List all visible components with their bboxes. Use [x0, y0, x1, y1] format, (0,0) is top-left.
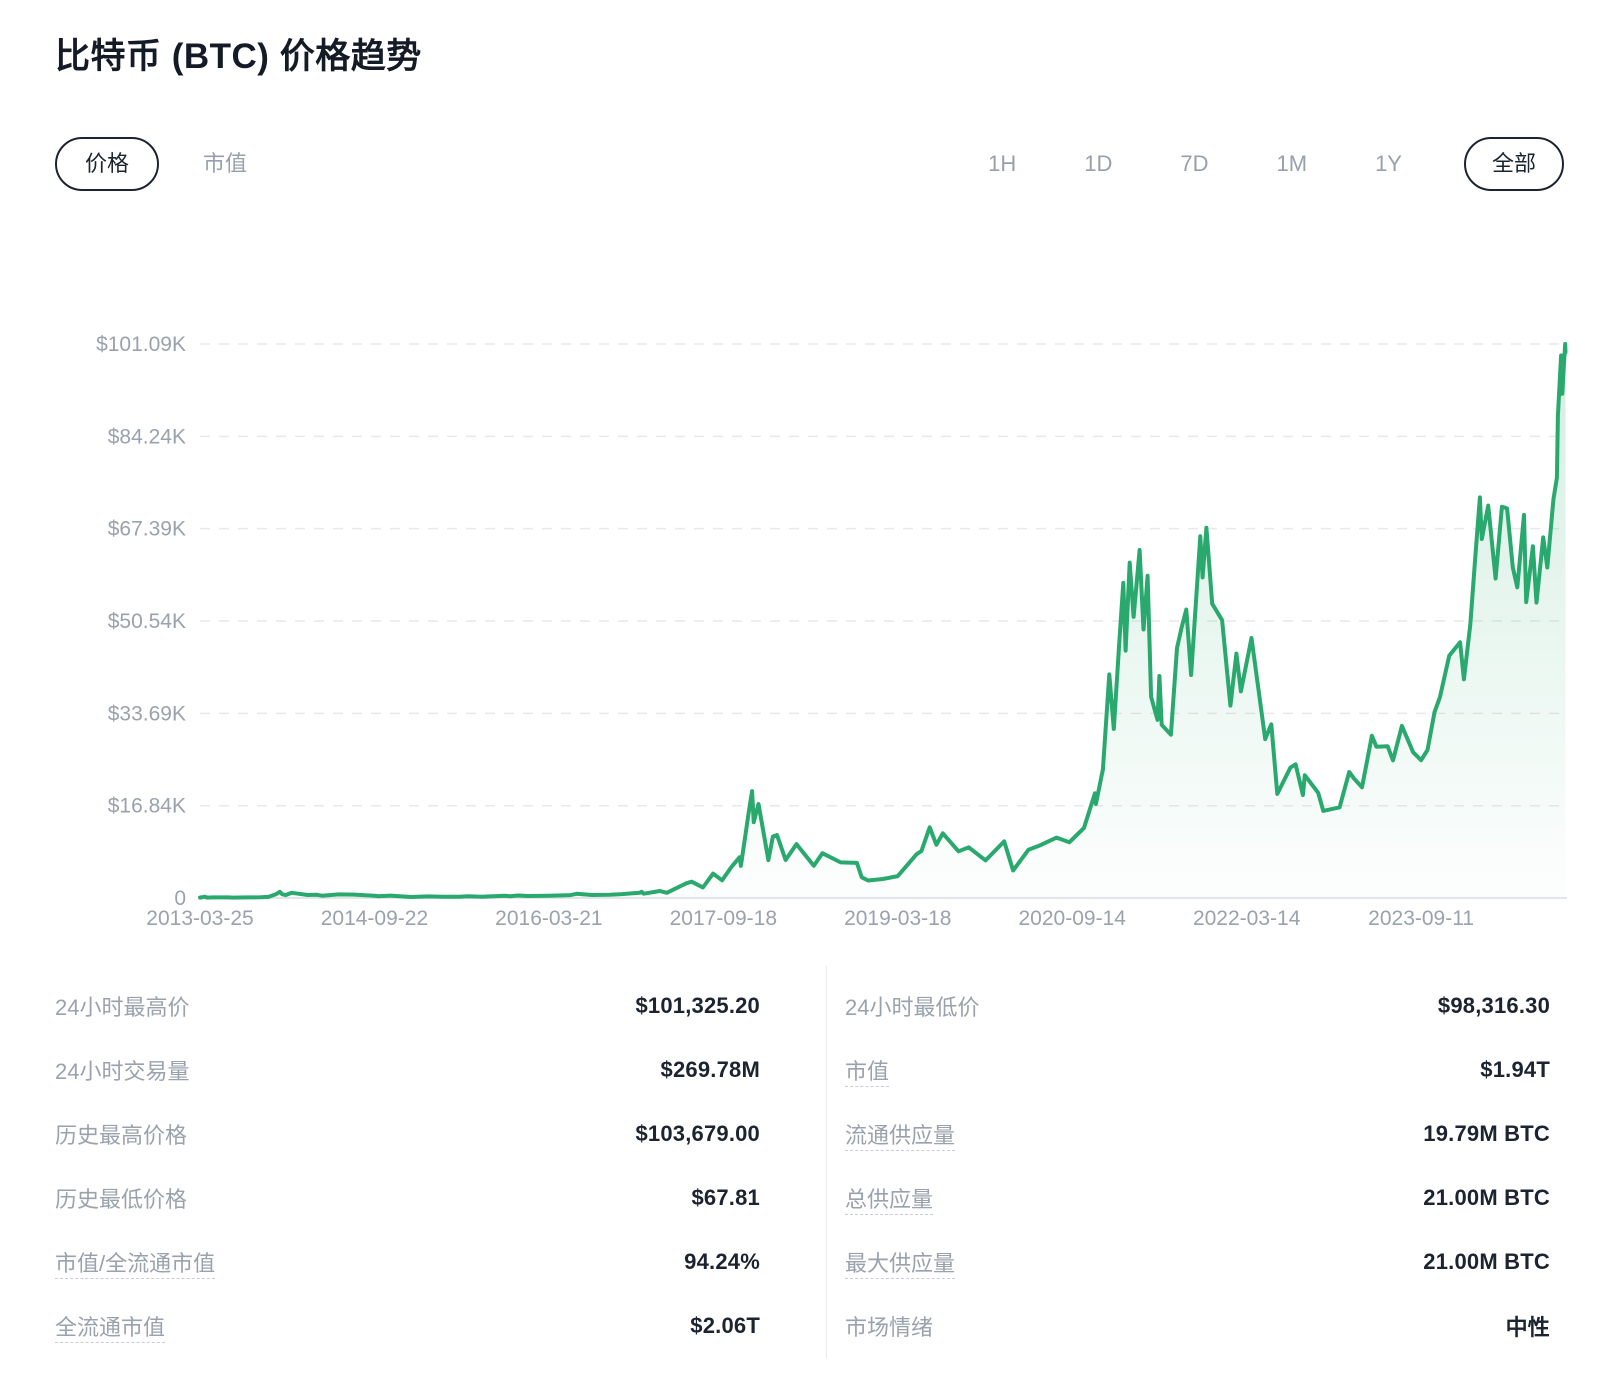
x-tick-label: 2014-09-22: [321, 907, 428, 930]
metric-price-button[interactable]: 价格: [55, 137, 160, 191]
stat-24h-high-row: 24小时最高价 $101,325.20: [55, 974, 760, 1038]
stat-circulating-supply-row: 流通供应量 19.79M BTC: [845, 1102, 1550, 1166]
stat-total-supply-label[interactable]: 总供应量: [845, 1187, 934, 1212]
stat-ath-label: 历史最高价格: [55, 1123, 188, 1148]
x-tick-label: 2023-09-11: [1368, 907, 1474, 930]
metric-toggle-group: 价格 市值: [55, 137, 253, 191]
stat-fdv-value: $2.06T: [690, 1313, 760, 1338]
stat-24h-low-label: 24小时最低价: [845, 995, 980, 1020]
stat-24h-volume-row: 24小时交易量 $269.78M: [55, 1038, 760, 1102]
stat-fdv-label[interactable]: 全流通市值: [55, 1315, 166, 1340]
price-chart-svg[interactable]: 0 $16.84K $33.69K $50.54K $67.39K $84.24K $101…: [0, 278, 1619, 938]
stats-column-left: 24小时最高价 $101,325.20 24小时交易量 $269.78M 历史最高价格 $…: [55, 966, 760, 1358]
stat-fdv-row: 全流通市值 $2.06T: [55, 1294, 760, 1358]
stat-market-sentiment-value: 中性: [1505, 1315, 1550, 1340]
x-tick-label: 2017-09-18: [670, 907, 777, 930]
y-tick-label: $16.84K: [108, 795, 186, 818]
stat-24h-low-value: $98,316.30: [1437, 993, 1550, 1018]
y-tick-label: $84.24K: [108, 425, 186, 448]
range-all-button[interactable]: 全部: [1463, 137, 1564, 191]
stat-ath-value: $103,679.00: [635, 1121, 760, 1146]
stat-atl-label: 历史最低价格: [55, 1187, 188, 1212]
y-tick-label: $50.54K: [108, 610, 186, 633]
x-tick-label: 2020-09-14: [1019, 907, 1127, 930]
stat-mcap-fdv-ratio-value: 94.24%: [684, 1249, 760, 1274]
x-tick-label: 2016-03-21: [495, 907, 602, 930]
y-tick-label: $33.69K: [108, 702, 186, 725]
range-7d-button[interactable]: 7D: [1174, 141, 1214, 187]
stat-max-supply-value: 21.00M BTC: [1423, 1249, 1550, 1274]
range-1y-button[interactable]: 1Y: [1369, 141, 1408, 187]
stat-total-supply-value: 21.00M BTC: [1423, 1185, 1550, 1210]
stat-circulating-supply-label[interactable]: 流通供应量: [845, 1123, 956, 1148]
stats-divider: [826, 966, 827, 1358]
stat-24h-volume-value: $269.78M: [660, 1057, 760, 1082]
stat-ath-row: 历史最高价格 $103,679.00: [55, 1102, 760, 1166]
range-1h-button[interactable]: 1H: [982, 141, 1022, 187]
btc-price-page: 比特币 (BTC) 价格趋势 价格 市值 1H 1D 7D 1M 1Y 全部 0 $16.84…: [0, 28, 1619, 1395]
range-1m-button[interactable]: 1M: [1271, 141, 1314, 187]
stat-market-cap-row: 市值 $1.94T: [845, 1038, 1550, 1102]
metric-marketcap-button[interactable]: 市值: [197, 141, 253, 187]
controls-row: 价格 市值 1H 1D 7D 1M 1Y 全部: [55, 136, 1564, 192]
stats-panel: 24小时最高价 $101,325.20 24小时交易量 $269.78M 历史最高价格 $…: [0, 966, 1619, 1358]
stat-atl-row: 历史最低价格 $67.81: [55, 1166, 760, 1230]
stats-column-right: 24小时最低价 $98,316.30 市值 $1.94T 流通供应量 19.79M BTC…: [845, 966, 1550, 1358]
stat-24h-high-label: 24小时最高价: [55, 995, 190, 1020]
stat-market-cap-label[interactable]: 市值: [845, 1059, 890, 1084]
stat-market-cap-value: $1.94T: [1480, 1057, 1550, 1082]
y-tick-label: $101.09K: [96, 333, 186, 356]
page-title: 比特币 (BTC) 价格趋势: [55, 37, 422, 76]
range-selector-group: 1H 1D 7D 1M 1Y 全部: [982, 137, 1564, 191]
y-tick-label: $67.39K: [108, 518, 186, 541]
stat-max-supply-label[interactable]: 最大供应量: [845, 1251, 956, 1276]
stat-24h-low-row: 24小时最低价 $98,316.30: [845, 974, 1550, 1038]
y-tick-label: 0: [174, 887, 186, 910]
stat-24h-volume-label: 24小时交易量: [55, 1059, 190, 1084]
price-area-fill: [200, 344, 1566, 898]
stat-atl-value: $67.81: [691, 1185, 760, 1210]
stat-market-sentiment-label: 市场情绪: [845, 1315, 934, 1340]
price-line: [198, 342, 1568, 900]
stat-mcap-fdv-ratio-row: 市值/全流通市值 94.24%: [55, 1230, 760, 1294]
stat-max-supply-row: 最大供应量 21.00M BTC: [845, 1230, 1550, 1294]
x-tick-label: 2019-03-18: [844, 907, 951, 930]
stat-market-sentiment-row: 市场情绪 中性: [845, 1294, 1550, 1358]
stat-total-supply-row: 总供应量 21.00M BTC: [845, 1166, 1550, 1230]
stat-circulating-supply-value: 19.79M BTC: [1423, 1121, 1550, 1146]
stat-mcap-fdv-ratio-label[interactable]: 市值/全流通市值: [55, 1251, 216, 1276]
price-chart[interactable]: 0 $16.84K $33.69K $50.54K $67.39K $84.24K $101…: [0, 278, 1619, 938]
x-tick-label: 2022-03-14: [1193, 907, 1301, 930]
stat-24h-high-value: $101,325.20: [635, 993, 760, 1018]
x-tick-label: 2013-03-25: [146, 907, 253, 930]
range-1d-button[interactable]: 1D: [1078, 141, 1118, 187]
